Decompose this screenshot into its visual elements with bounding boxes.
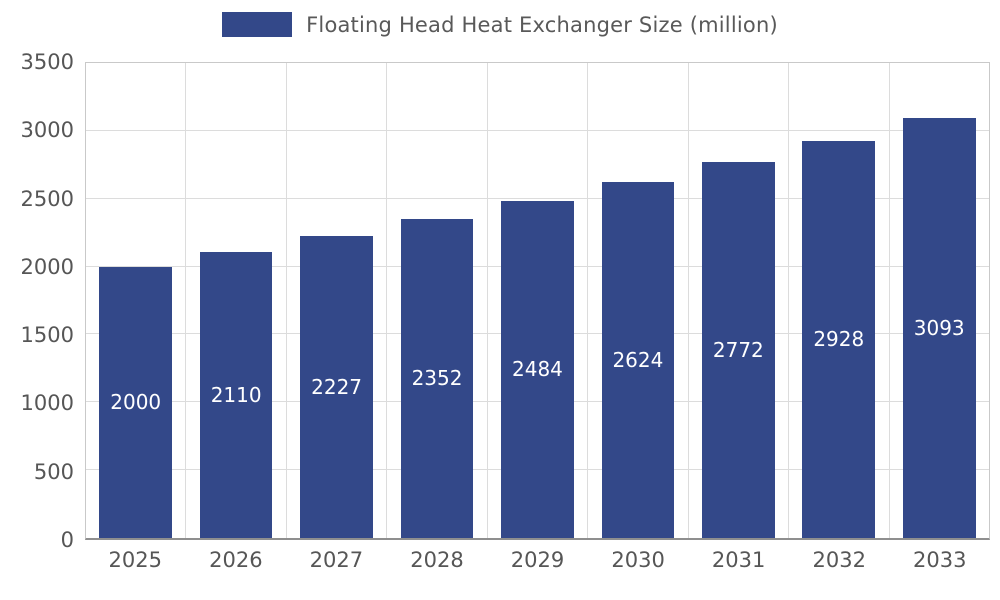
chart-column: 2227	[287, 63, 388, 538]
bar: 2928	[802, 140, 876, 538]
x-tick-label: 2026	[209, 548, 263, 572]
legend-swatch	[222, 12, 293, 37]
gridline	[86, 129, 989, 131]
bar: 2484	[501, 200, 574, 538]
plot-area: 2000 2110 2227 2352 2484 2624 2772 2928 3093	[85, 62, 990, 540]
bar: 2227	[300, 235, 373, 538]
bar-value-label: 2624	[612, 347, 664, 372]
chart-column: 2624	[588, 63, 689, 538]
gridline	[86, 197, 989, 199]
chart-column: 2352	[387, 63, 488, 538]
chart-column: 2000	[86, 63, 187, 538]
x-tick-label: 2033	[913, 548, 967, 572]
chart-column: 3093	[890, 63, 989, 538]
chart-column: 2928	[789, 63, 890, 538]
y-tick-label: 500	[33, 459, 74, 484]
bar: 2000	[99, 266, 172, 538]
x-tick-label: 2029	[510, 548, 565, 572]
y-tick-label: 1000	[20, 391, 74, 416]
x-tick-label: 2030	[611, 548, 665, 572]
bar: 2352	[400, 218, 474, 538]
y-tick-label: 0	[60, 528, 74, 552]
y-tick-label: 2500	[20, 186, 74, 211]
y-tick-label: 3000	[20, 118, 74, 143]
bar: 2110	[199, 251, 273, 538]
bar-value-label: 2352	[411, 366, 463, 391]
bar: 2772	[702, 161, 775, 538]
x-axis: 2025 2026 2027 2028 2029 2030 2031 2032 2033	[85, 548, 990, 572]
chart-title: Floating Head Heat Exchanger Size (milli…	[306, 12, 778, 37]
bar-value-label: 2000	[110, 390, 162, 415]
y-tick-label: 3500	[20, 50, 74, 74]
x-tick-label: 2028	[410, 548, 464, 572]
chart-column: 2772	[689, 63, 790, 538]
bar-value-label: 2227	[311, 374, 363, 399]
bar: 2624	[601, 181, 675, 538]
bar-value-label: 2484	[512, 357, 563, 382]
x-tick-label: 2031	[711, 548, 766, 572]
chart-legend[interactable]: Floating Head Heat Exchanger Size (milli…	[0, 12, 1000, 37]
y-axis: 0 500 1000 1500 2000 2500 3000 3500	[0, 50, 74, 552]
x-tick-label: 2032	[812, 548, 866, 572]
bar-value-label: 2110	[210, 382, 262, 407]
x-tick-label: 2027	[309, 548, 364, 572]
bar-columns: 2000 2110 2227 2352 2484 2624 2772 2928 3093	[86, 63, 989, 538]
chart-column: 2484	[488, 63, 589, 538]
y-tick-label: 2000	[20, 254, 74, 279]
bar-value-label: 2928	[813, 327, 865, 352]
chart-column: 2110	[186, 63, 287, 538]
x-tick-label: 2025	[108, 548, 162, 572]
bar: 3093	[902, 118, 976, 538]
bar-value-label: 3093	[913, 316, 965, 341]
y-tick-label: 1500	[20, 323, 74, 348]
bar-value-label: 2772	[712, 337, 764, 362]
